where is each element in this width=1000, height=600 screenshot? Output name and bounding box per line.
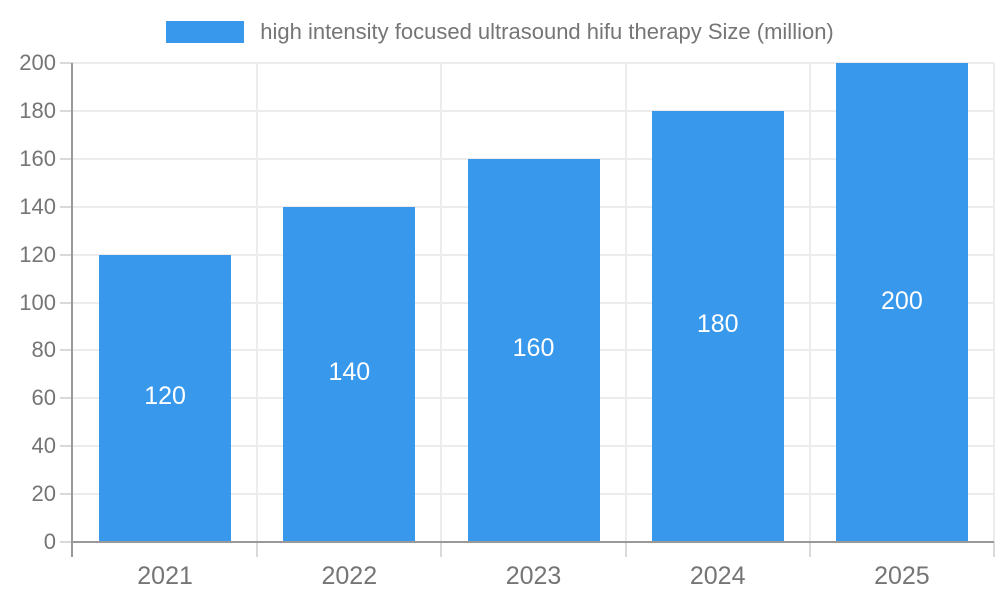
bar-value-label: 140 (328, 358, 371, 387)
y-tick-label: 20 (31, 481, 56, 507)
y-tick (60, 157, 73, 160)
y-tick (60, 445, 73, 448)
x-gridline (993, 63, 995, 542)
y-tick (60, 205, 73, 208)
y-tick (60, 109, 73, 112)
y-tick-label: 180 (19, 97, 56, 123)
bar-2022[interactable]: 140 (283, 206, 416, 541)
bar-value-label: 160 (512, 334, 555, 363)
y-axis-line (71, 63, 73, 557)
x-tick (993, 542, 995, 557)
bar-2023[interactable]: 160 (467, 158, 600, 541)
x-tick (256, 542, 259, 557)
bar-2021[interactable]: 120 (99, 254, 232, 541)
x-tick-label: 2022 (321, 562, 378, 590)
y-tick (60, 253, 73, 256)
x-axis-line (71, 541, 994, 543)
y-gridline (73, 109, 994, 112)
x-tick-label: 2024 (689, 562, 746, 590)
y-tick-label: 40 (31, 433, 56, 459)
y-tick-label: 60 (31, 385, 56, 411)
x-gridline (256, 63, 259, 542)
x-tick (440, 542, 443, 557)
y-tick-label: 80 (31, 337, 56, 363)
x-tick-label: 2025 (874, 562, 930, 590)
y-tick (60, 541, 73, 543)
y-tick-label: 160 (19, 145, 56, 171)
x-gridline (808, 63, 811, 542)
y-tick (60, 349, 73, 352)
bar-value-label: 180 (696, 310, 739, 339)
bar-2024[interactable]: 180 (651, 110, 784, 541)
x-tick (624, 542, 627, 557)
x-gridline (624, 63, 627, 542)
y-tick (60, 397, 73, 400)
x-tick (808, 542, 811, 557)
legend-swatch (166, 21, 245, 43)
y-tick-label: 0 (43, 529, 56, 554)
y-tick-label: 100 (19, 289, 56, 315)
legend-label: high intensity focused ultrasound hifu t… (260, 19, 834, 44)
y-tick-label: 140 (19, 193, 56, 219)
y-tick-label: 200 (19, 50, 56, 75)
y-tick-label: 120 (19, 241, 56, 267)
y-tick (60, 301, 73, 304)
x-gridline (440, 63, 443, 542)
y-tick (60, 62, 73, 64)
bar-value-label: 200 (881, 286, 923, 315)
legend[interactable]: high intensity focused ultrasound hifu t… (0, 19, 1000, 45)
x-tick-label: 2023 (505, 562, 562, 590)
y-gridline (73, 62, 994, 64)
x-tick-label: 2021 (137, 562, 193, 590)
bar-value-label: 120 (144, 382, 186, 411)
y-tick (60, 493, 73, 496)
bar-2025[interactable]: 200 (835, 63, 968, 541)
